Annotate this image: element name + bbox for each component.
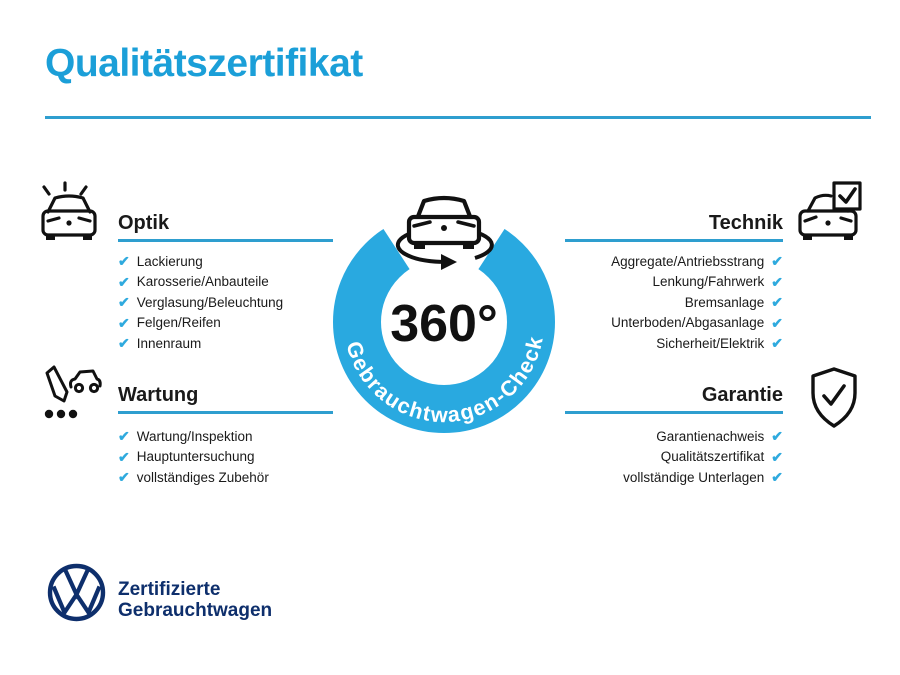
section-underline (565, 239, 783, 242)
wartung-checklist: ✔ Wartung/Inspektion ✔ Hauptuntersuchung ✔… (118, 426, 269, 488)
car-front-icon (406, 195, 482, 249)
check-icon: ✔ (771, 314, 783, 331)
list-item-label: Innenraum (136, 335, 202, 351)
list-item: Lenkung/Fahrwerk ✔ (400, 272, 783, 293)
brand-claim: Zertifizierte Gebrauchtwagen (118, 579, 272, 621)
section-heading: Garantie (701, 384, 783, 406)
check-icon: ✔ (118, 314, 130, 331)
list-item: ✔ Felgen/Reifen (118, 313, 283, 334)
check-icon: ✔ (118, 428, 130, 445)
shield-check-icon (811, 367, 857, 428)
page-title: Qualitätszertifikat (45, 42, 363, 85)
check-icon: ✔ (118, 448, 130, 465)
check-icon: ✔ (771, 448, 783, 465)
list-item: ✔ vollständiges Zubehör (118, 467, 269, 488)
list-item: Aggregate/Antriebsstrang ✔ (400, 251, 783, 272)
service-checklist-icon (44, 365, 102, 419)
badge-value: 360° (390, 295, 498, 353)
optik-checklist: ✔ Lackierung ✔ Karosserie/Anbauteile ✔ Verg… (118, 251, 283, 354)
vw-logo (47, 563, 106, 622)
check-icon: ✔ (118, 469, 130, 486)
list-item-label: Lackierung (136, 253, 203, 269)
list-item: Bremsanlage ✔ (400, 292, 783, 313)
section-garantie-header: Garantie (565, 384, 783, 414)
garantie-checklist: Garantienachweis ✔ Qualitätszertifikat ✔ v… (400, 426, 783, 488)
car-checkbox-icon (798, 181, 862, 240)
car-shine-icon (41, 181, 97, 240)
section-wartung-header: Wartung (118, 384, 333, 414)
list-item-label: Wartung/Inspektion (136, 428, 253, 444)
list-item-label: Hauptuntersuchung (136, 449, 255, 465)
section-underline (565, 411, 783, 414)
list-item: ✔ Hauptuntersuchung (118, 447, 269, 468)
list-item: ✔ Innenraum (118, 333, 283, 354)
check-icon: ✔ (771, 273, 783, 290)
brand-line-1: Zertifizierte (118, 579, 221, 600)
360-check-badge: Gebrauchtwagen-Check 360° (333, 195, 555, 433)
check-icon: ✔ (118, 273, 130, 290)
check-icon: ✔ (118, 294, 130, 311)
list-item-label: Qualitätszertifikat (660, 449, 765, 465)
section-heading: Wartung (118, 384, 199, 406)
check-icon: ✔ (118, 253, 130, 270)
list-item-label: Sicherheit/Elektrik (656, 335, 765, 351)
section-technik-header: Technik (565, 212, 783, 242)
check-icon: ✔ (771, 335, 783, 352)
list-item-label: vollständiges Zubehör (136, 469, 269, 485)
brand-line-2: Gebrauchtwagen (118, 600, 273, 621)
list-item: ✔ Wartung/Inspektion (118, 426, 269, 447)
list-item-label: Unterboden/Abgasanlage (611, 315, 765, 331)
check-icon: ✔ (771, 294, 783, 311)
section-heading: Optik (118, 212, 170, 234)
check-icon: ✔ (771, 428, 783, 445)
list-item-label: Aggregate/Antriebsstrang (611, 253, 765, 269)
list-item-label: Felgen/Reifen (136, 315, 221, 331)
section-heading: Technik (708, 212, 783, 234)
list-item-label: Verglasung/Beleuchtung (136, 294, 284, 310)
list-item: Sicherheit/Elektrik ✔ (400, 333, 783, 354)
section-optik-header: Optik (118, 212, 333, 242)
technik-checklist: Aggregate/Antriebsstrang ✔ Lenkung/Fahrwe… (400, 251, 783, 354)
list-item: Unterboden/Abgasanlage ✔ (400, 313, 783, 334)
section-underline (118, 411, 333, 414)
check-icon: ✔ (771, 253, 783, 270)
check-icon: ✔ (118, 335, 130, 352)
header-divider (45, 116, 871, 119)
list-item: ✔ Verglasung/Beleuchtung (118, 292, 283, 313)
list-item-label: Lenkung/Fahrwerk (652, 274, 765, 290)
list-item: Qualitätszertifikat ✔ (400, 447, 783, 468)
list-item: ✔ Lackierung (118, 251, 283, 272)
list-item: Garantienachweis ✔ (400, 426, 783, 447)
list-item-label: vollständige Unterlagen (623, 469, 765, 485)
list-item-label: Garantienachweis (656, 428, 765, 444)
list-item-label: Bremsanlage (684, 294, 765, 310)
list-item: ✔ Karosserie/Anbauteile (118, 272, 283, 293)
check-icon: ✔ (771, 469, 783, 486)
list-item-label: Karosserie/Anbauteile (136, 274, 269, 290)
section-underline (118, 239, 333, 242)
list-item: vollständige Unterlagen ✔ (400, 467, 783, 488)
